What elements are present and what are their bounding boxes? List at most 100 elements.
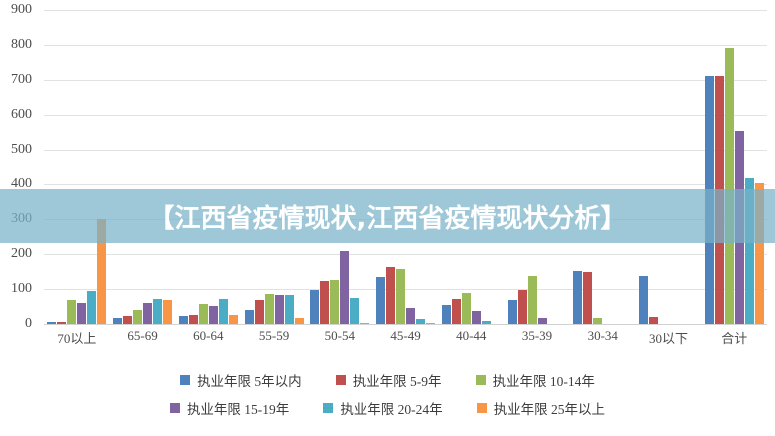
bar[interactable]	[330, 280, 340, 324]
x-tick-label: 55-59	[258, 328, 290, 343]
bar[interactable]	[47, 322, 57, 324]
bar[interactable]	[396, 268, 406, 324]
y-tick-600: 600	[11, 106, 32, 122]
legend-item[interactable]: 执业年限 5年以内	[180, 370, 302, 390]
legend-label: 执业年限 20-24年	[340, 402, 443, 417]
bar[interactable]	[583, 271, 593, 324]
legend-item[interactable]: 执业年限 5-9年	[335, 370, 442, 390]
bar[interactable]	[218, 298, 228, 324]
bar-group	[570, 10, 636, 324]
bar[interactable]	[153, 298, 163, 324]
gridline-200	[44, 254, 767, 256]
legend-swatch-icon	[169, 403, 180, 413]
bar[interactable]	[517, 289, 527, 324]
bar[interactable]	[320, 281, 330, 324]
gridline-0	[44, 324, 767, 325]
bar-group	[504, 10, 570, 324]
bar-groups	[44, 10, 767, 324]
bar[interactable]	[754, 182, 764, 324]
bar[interactable]	[507, 299, 517, 324]
bar[interactable]	[264, 294, 274, 324]
bar[interactable]	[451, 298, 461, 324]
bar[interactable]	[714, 76, 724, 324]
bar-group	[110, 10, 176, 324]
legend-label: 执业年限 25年以上	[493, 402, 606, 417]
bar[interactable]	[350, 297, 360, 324]
chart-legend: 执业年限 5年以内 执业年限 5-9年 执业年限 10-14年 执业年限 15-19…	[0, 366, 775, 422]
legend-item[interactable]: 执业年限 25年以上	[476, 398, 606, 418]
bar[interactable]	[704, 76, 714, 324]
bar[interactable]	[724, 48, 734, 324]
bar[interactable]	[113, 318, 123, 324]
legend-label: 执业年限 5年以内	[197, 374, 302, 389]
gridline-900	[44, 10, 767, 11]
legend-item[interactable]: 执业年限 15-19年	[169, 398, 289, 418]
x-tick-label: 合计	[721, 331, 748, 346]
bar[interactable]	[406, 308, 416, 324]
legend-row-bottom: 执业年限 15-19年 执业年限 20-24年 执业年限 25年以上	[0, 394, 775, 422]
y-tick-900: 900	[11, 2, 32, 17]
y-tick-800: 800	[11, 36, 32, 52]
gridline-800	[44, 44, 767, 46]
bar[interactable]	[178, 316, 188, 324]
bar[interactable]	[360, 322, 370, 324]
y-tick-300: 300	[11, 211, 32, 227]
bar[interactable]	[734, 131, 744, 324]
bar[interactable]	[461, 292, 471, 324]
bar[interactable]	[441, 304, 451, 324]
bar[interactable]	[97, 219, 107, 324]
bar[interactable]	[294, 317, 304, 324]
bar[interactable]	[57, 322, 67, 324]
bar[interactable]	[386, 267, 396, 324]
bar[interactable]	[67, 299, 77, 324]
bar[interactable]	[274, 295, 284, 324]
bar[interactable]	[481, 321, 491, 324]
bar[interactable]	[284, 295, 294, 324]
bar[interactable]	[744, 178, 754, 324]
bar[interactable]	[77, 303, 87, 324]
bar[interactable]	[208, 305, 218, 324]
bar[interactable]	[537, 317, 547, 324]
legend-label: 执业年限 10-14年	[492, 374, 595, 389]
bar[interactable]	[198, 304, 208, 324]
bar[interactable]	[123, 315, 133, 324]
bar[interactable]	[254, 300, 264, 324]
bar[interactable]	[416, 319, 426, 324]
bar[interactable]	[228, 315, 238, 324]
bar[interactable]	[573, 270, 583, 324]
y-tick-100: 100	[11, 281, 32, 297]
x-tick-label: 30以下	[648, 331, 688, 346]
bar-group	[44, 10, 110, 324]
bar[interactable]	[133, 310, 143, 324]
legend-swatch-icon	[180, 375, 191, 385]
x-tick-label: 70以上	[57, 331, 97, 346]
bar[interactable]	[87, 290, 97, 324]
bar[interactable]	[426, 322, 436, 324]
legend-item[interactable]: 执业年限 20-24年	[323, 398, 443, 418]
x-tick-label: 30-34	[587, 328, 618, 343]
bar[interactable]	[593, 317, 603, 324]
x-tick-label: 50-54	[324, 328, 355, 343]
gridline-400	[44, 184, 767, 186]
bar[interactable]	[244, 310, 254, 324]
bar-group	[636, 10, 702, 324]
bar[interactable]	[310, 289, 320, 324]
x-tick-label: 45-49	[390, 328, 421, 343]
legend-item[interactable]: 执业年限 10-14年	[475, 370, 595, 390]
bar[interactable]	[143, 303, 153, 324]
legend-row-top: 执业年限 5年以内 执业年限 5-9年 执业年限 10-14年	[0, 366, 775, 394]
bar[interactable]	[188, 315, 198, 324]
bar[interactable]	[340, 250, 350, 324]
bar[interactable]	[471, 310, 481, 324]
legend-swatch-icon	[335, 375, 346, 385]
legend-swatch-icon	[476, 403, 487, 413]
bar[interactable]	[163, 300, 173, 324]
bar[interactable]	[638, 275, 648, 324]
bar[interactable]	[648, 317, 658, 324]
y-tick-0: 0	[25, 316, 32, 331]
bar[interactable]	[376, 276, 386, 324]
bar[interactable]	[527, 276, 537, 324]
y-tick-700: 700	[11, 71, 32, 87]
legend-swatch-icon	[475, 375, 486, 385]
